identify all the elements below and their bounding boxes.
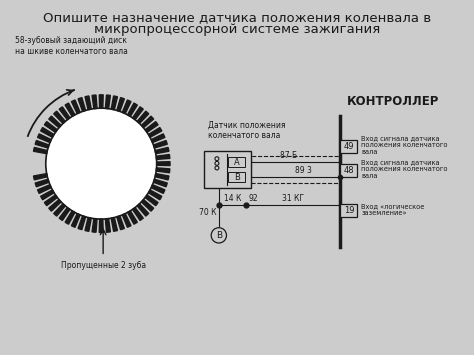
Text: 87 Б: 87 Б [280,151,297,160]
Polygon shape [128,211,137,224]
Polygon shape [122,100,131,114]
Polygon shape [65,103,75,116]
Polygon shape [137,204,149,216]
Polygon shape [155,174,169,180]
Polygon shape [157,162,170,166]
Polygon shape [105,95,110,109]
Text: 19: 19 [344,206,354,215]
Text: А: А [234,158,240,166]
Polygon shape [59,107,70,120]
Polygon shape [99,219,103,233]
Polygon shape [151,185,165,193]
Text: В: В [216,231,222,240]
Text: 31 КГ: 31 КГ [282,194,304,203]
Polygon shape [128,103,137,116]
Polygon shape [65,211,75,224]
Text: 70 К: 70 К [200,208,217,217]
Polygon shape [34,174,47,180]
Text: Вход сигнала датчика
положения коленчатого
вала: Вход сигнала датчика положения коленчато… [361,159,448,179]
Text: 14 К: 14 К [224,194,241,203]
Polygon shape [35,179,49,187]
Polygon shape [54,111,65,124]
Text: В: В [234,173,240,182]
Text: Датчик положения
коленчатого вала: Датчик положения коленчатого вала [208,120,286,140]
Polygon shape [78,98,86,111]
Polygon shape [133,107,143,120]
Polygon shape [141,116,154,128]
Text: 48: 48 [344,166,354,175]
Text: КОНТРОЛЛЕР: КОНТРОЛЛЕР [346,95,439,108]
Polygon shape [141,200,154,211]
Text: 89 3: 89 3 [295,166,311,175]
Polygon shape [34,147,47,154]
Polygon shape [145,121,158,132]
Polygon shape [92,219,97,232]
Polygon shape [155,147,169,154]
Text: 49: 49 [344,142,354,151]
Bar [340,140,357,153]
Polygon shape [45,195,57,206]
Bar [251,156,340,183]
Text: 58-зубовый задающий диск
на шкиве коленчатого вала: 58-зубовый задающий диск на шкиве коленч… [15,37,128,56]
Polygon shape [35,141,49,148]
Text: Вход сигнала датчика
положения коленчатого
вала: Вход сигнала датчика положения коленчато… [361,136,448,155]
Polygon shape [49,116,61,128]
Polygon shape [154,141,167,148]
Polygon shape [151,134,165,143]
Polygon shape [111,218,118,231]
Polygon shape [105,219,110,232]
Polygon shape [145,195,158,206]
Bar [340,164,357,177]
Polygon shape [72,100,80,114]
Polygon shape [148,127,162,137]
Bar [203,151,251,187]
Polygon shape [156,154,170,159]
Bar [228,157,245,167]
Polygon shape [54,204,65,216]
Text: Вход «логическое
заземление»: Вход «логическое заземление» [361,203,425,216]
Bar [228,172,245,182]
Polygon shape [156,168,170,173]
Polygon shape [117,216,124,230]
Circle shape [47,109,156,218]
Polygon shape [92,95,97,109]
Polygon shape [111,96,118,110]
Polygon shape [85,96,91,110]
Polygon shape [117,98,124,111]
Text: Опишите назначение датчика положения коленвала в: Опишите назначение датчика положения кол… [43,11,431,24]
Polygon shape [148,190,162,200]
Polygon shape [49,200,61,211]
Polygon shape [37,185,51,193]
Polygon shape [122,214,131,227]
Polygon shape [133,208,143,220]
Text: микропроцессорной системе зажигания: микропроцессорной системе зажигания [94,23,380,36]
Polygon shape [99,95,103,108]
Text: Пропущенные 2 зуба: Пропущенные 2 зуба [61,261,146,270]
Polygon shape [78,216,86,230]
Polygon shape [45,121,57,132]
Polygon shape [37,134,51,143]
Text: 92: 92 [248,194,258,203]
Polygon shape [154,179,167,187]
Bar [340,204,357,217]
Polygon shape [59,208,70,220]
Polygon shape [137,111,149,124]
Polygon shape [72,214,80,227]
Polygon shape [85,218,91,231]
Polygon shape [41,127,54,137]
Polygon shape [41,190,54,200]
